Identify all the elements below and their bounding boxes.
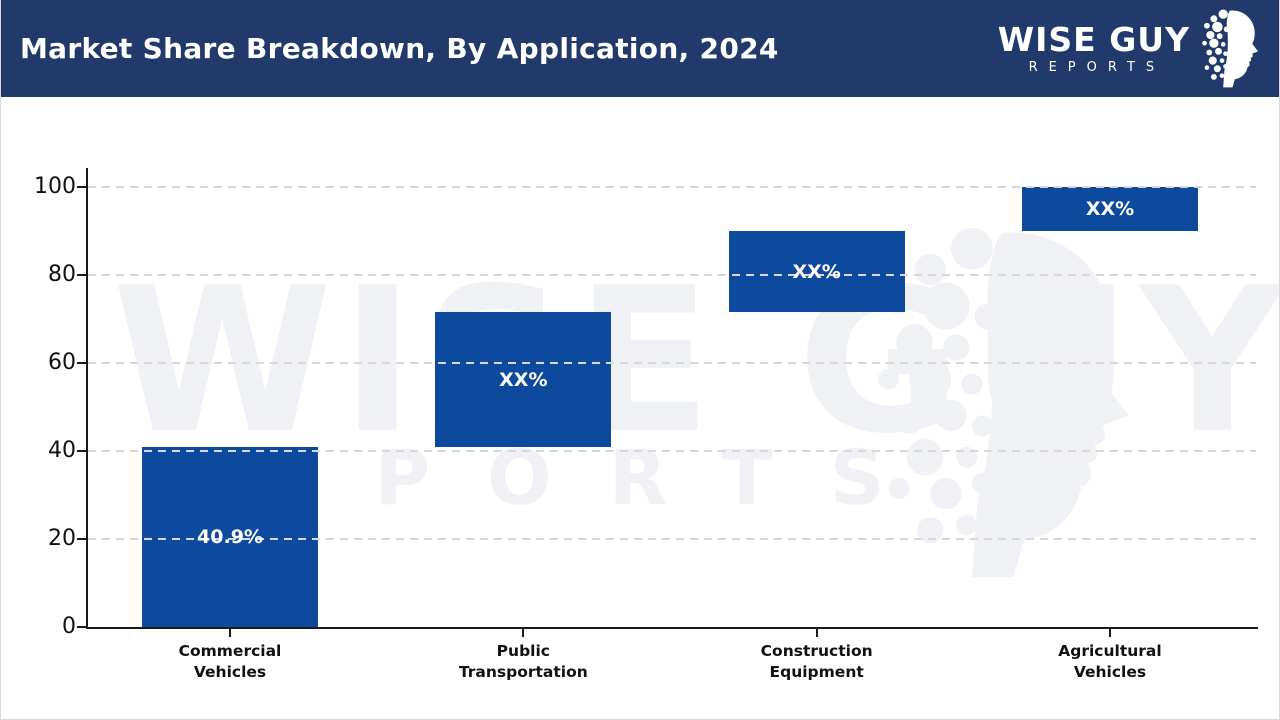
y-tick-label: 80 (48, 262, 76, 287)
y-tick-mark (77, 626, 86, 628)
x-tick-mark (522, 629, 525, 637)
y-tick-label: 0 (62, 614, 76, 639)
y-axis-line (86, 168, 88, 629)
x-tick-mark (815, 629, 818, 637)
y-tick-label: 100 (34, 174, 76, 199)
x-tick-mark (229, 629, 231, 637)
waterfall-bar (435, 312, 612, 448)
wiseguy-logo: WISE GUY REPORTS (998, 6, 1280, 92)
y-tick-label: 60 (48, 350, 76, 375)
page-title: Market Share Breakdown, By Application, … (20, 32, 779, 65)
gridline (88, 450, 1256, 452)
y-tick-mark (77, 186, 86, 188)
category-label: Construction Equipment (760, 642, 873, 681)
wiseguy-logo-text: WISE GUY REPORTS (997, 19, 1190, 75)
gridline (88, 362, 1256, 364)
category-label: Commercial Vehicles (178, 642, 282, 681)
y-tick-label: 40 (48, 438, 76, 463)
x-axis-line (86, 627, 1258, 629)
waterfall-bar (728, 231, 905, 313)
y-tick-label: 20 (48, 526, 76, 551)
bar-value-label: XX% (1085, 198, 1135, 220)
category-label: Public Transportation (458, 642, 588, 681)
gridline (88, 186, 1256, 188)
y-tick-mark (77, 274, 86, 276)
wiseguy-head-icon (1202, 8, 1259, 87)
y-tick-mark (77, 362, 86, 364)
gridline (88, 274, 1256, 276)
y-tick-mark (77, 538, 86, 540)
waterfall-bar (142, 447, 318, 627)
bar-value-label: XX% (499, 368, 548, 391)
gridline (88, 538, 1256, 540)
y-tick-mark (77, 450, 86, 452)
x-tick-mark (1108, 629, 1111, 637)
wiseguy-logo-tagline: REPORTS (1028, 59, 1166, 75)
wiseguy-logo-name: WISE GUY (997, 19, 1190, 59)
bar-value-label: XX% (792, 260, 841, 283)
waterfall-bar (1021, 187, 1198, 231)
header-bar: Market Share Breakdown, By Application, … (0, 0, 1280, 97)
bar-value-label: 40.9% (197, 526, 263, 549)
category-label: Agricultural Vehicles (1058, 642, 1162, 681)
